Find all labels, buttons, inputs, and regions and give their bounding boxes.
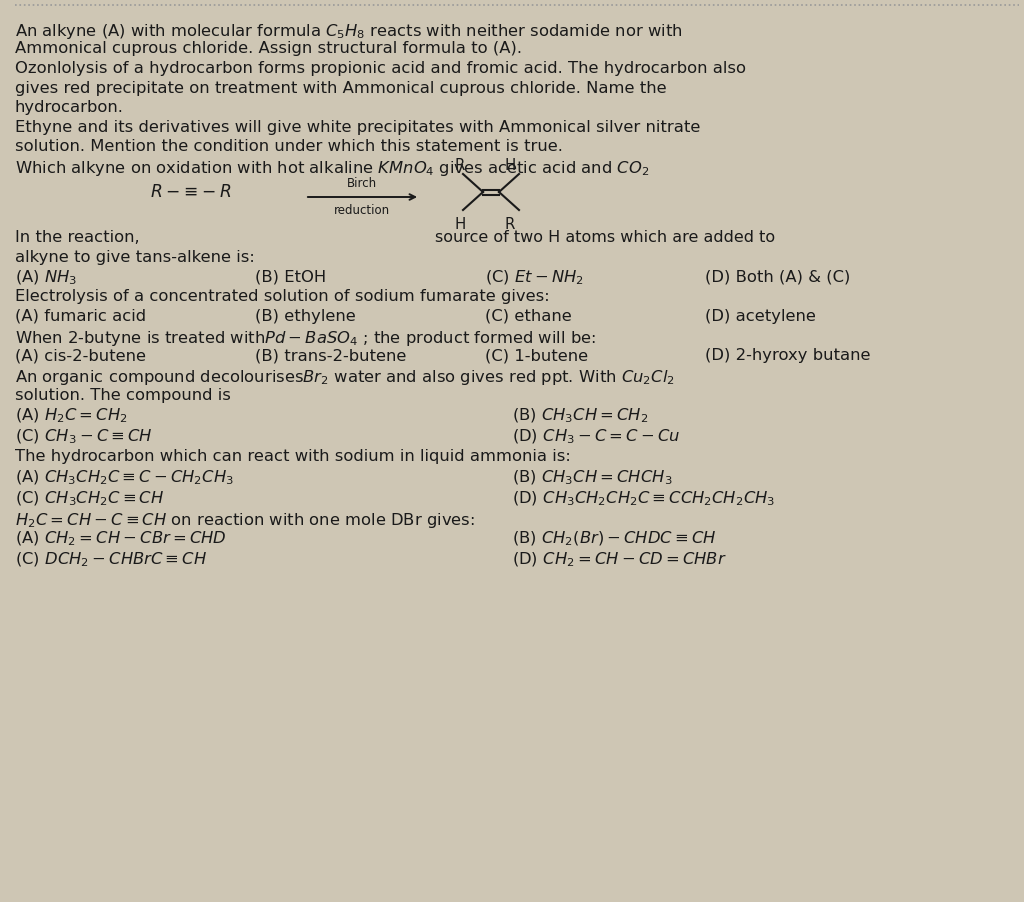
Text: Ammonical cuprous chloride. Assign structural formula to (A).: Ammonical cuprous chloride. Assign struc… [15,41,522,57]
Text: (D) acetylene: (D) acetylene [705,308,816,323]
Text: Which alkyne on oxidation with hot alkaline $KMnO_4$ gives acetic acid and $CO_2: Which alkyne on oxidation with hot alkal… [15,159,649,178]
Text: gives red precipitate on treatment with Ammonical cuprous chloride. Name the: gives red precipitate on treatment with … [15,80,667,96]
Text: H: H [455,216,466,232]
Text: hydrocarbon.: hydrocarbon. [15,100,124,115]
Text: (D) $CH_2=CH-CD=CHBr$: (D) $CH_2=CH-CD=CHBr$ [512,550,727,569]
Text: (B) $CH_3CH=CH_2$: (B) $CH_3CH=CH_2$ [512,407,648,425]
Text: (C) 1-butene: (C) 1-butene [485,347,588,363]
Text: Ozonlolysis of a hydrocarbon forms propionic acid and fromic acid. The hydrocarb: Ozonlolysis of a hydrocarbon forms propi… [15,61,746,76]
Text: An organic compound decolourises$Br_2$ water and also gives red ppt. With $Cu_2C: An organic compound decolourises$Br_2$ w… [15,368,675,387]
Text: (A) fumaric acid: (A) fumaric acid [15,308,146,323]
Text: In the reaction,: In the reaction, [15,230,139,244]
Text: (D) $CH_3-C=C-Cu$: (D) $CH_3-C=C-Cu$ [512,428,680,446]
Text: solution. The compound is: solution. The compound is [15,387,230,402]
Text: (D) Both (A) & (C): (D) Both (A) & (C) [705,269,850,284]
Text: (D) 2-hyroxy butane: (D) 2-hyroxy butane [705,347,870,363]
Text: H: H [505,158,516,173]
Text: (A) $CH_2=CH-CBr=CHD$: (A) $CH_2=CH-CBr=CHD$ [15,529,226,548]
Text: R: R [455,158,465,173]
Text: An alkyne (A) with molecular formula $C_5H_8$ reacts with neither sodamide nor w: An alkyne (A) with molecular formula $C_… [15,22,683,41]
Text: (D) $CH_3CH_2CH_2C\equiv CCH_2CH_2CH_3$: (D) $CH_3CH_2CH_2C\equiv CCH_2CH_2CH_3$ [512,489,775,507]
Text: (B) trans-2-butene: (B) trans-2-butene [255,347,407,363]
Text: $R-\!\equiv\!-R$: $R-\!\equiv\!-R$ [150,183,231,201]
Text: (C) $CH_3-C\equiv CH$: (C) $CH_3-C\equiv CH$ [15,428,153,446]
Text: The hydrocarbon which can react with sodium in liquid ammonia is:: The hydrocarbon which can react with sod… [15,448,570,464]
Text: (C) ethane: (C) ethane [485,308,571,323]
Text: (C) $DCH_2-CHBrC\equiv CH$: (C) $DCH_2-CHBrC\equiv CH$ [15,550,207,569]
Text: (A) $NH_3$: (A) $NH_3$ [15,269,77,287]
Text: (A) $CH_3CH_2C\equiv C-CH_2CH_3$: (A) $CH_3CH_2C\equiv C-CH_2CH_3$ [15,468,233,486]
Text: (B) EtOH: (B) EtOH [255,269,326,284]
Text: When 2-butyne is treated with$Pd-BaSO_4$ ; the product formed will be:: When 2-butyne is treated with$Pd-BaSO_4$… [15,328,596,347]
Text: reduction: reduction [334,204,390,216]
Text: R: R [505,216,515,232]
Text: Electrolysis of a concentrated solution of sodium fumarate gives:: Electrolysis of a concentrated solution … [15,289,550,304]
Text: alkyne to give tans-alkene is:: alkyne to give tans-alkene is: [15,249,255,264]
Text: (B) $CH_2(Br)-CHDC\equiv CH$: (B) $CH_2(Br)-CHDC\equiv CH$ [512,529,717,548]
Text: Ethyne and its derivatives will give white precipitates with Ammonical silver ni: Ethyne and its derivatives will give whi… [15,119,700,134]
Text: (C) $Et-NH_2$: (C) $Et-NH_2$ [485,269,584,287]
Text: source of two H atoms which are added to: source of two H atoms which are added to [435,230,775,244]
Text: (A) cis-2-butene: (A) cis-2-butene [15,347,146,363]
Text: (B) ethylene: (B) ethylene [255,308,355,323]
Text: solution. Mention the condition under which this statement is true.: solution. Mention the condition under wh… [15,139,563,154]
Text: (A) $H_2C=CH_2$: (A) $H_2C=CH_2$ [15,407,128,425]
Text: (C) $CH_3CH_2C\equiv CH$: (C) $CH_3CH_2C\equiv CH$ [15,489,164,507]
Text: $H_2C=CH-C\equiv CH$ on reaction with one mole DBr gives:: $H_2C=CH-C\equiv CH$ on reaction with on… [15,510,475,529]
Text: (B) $CH_3CH=CHCH_3$: (B) $CH_3CH=CHCH_3$ [512,468,673,486]
Text: Birch: Birch [347,177,377,189]
